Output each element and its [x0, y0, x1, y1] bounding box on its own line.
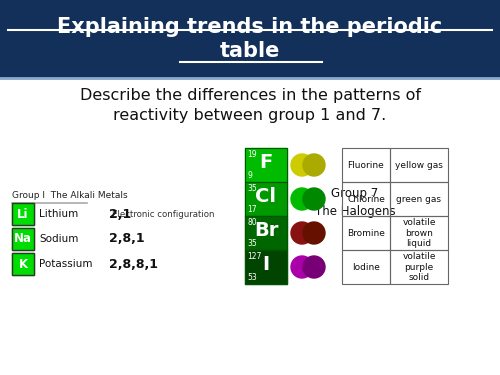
Text: 2,1: 2,1: [109, 207, 131, 220]
Bar: [12, 253, 34, 275]
Text: volatile
brown
liquid: volatile brown liquid: [402, 219, 436, 248]
Bar: [0, 78, 500, 375]
Text: Explaining trends in the periodic
table: Explaining trends in the periodic table: [58, 16, 442, 62]
Circle shape: [303, 154, 325, 176]
Bar: [390, 216, 448, 250]
Bar: [245, 216, 287, 250]
Text: volatile
purple
solid: volatile purple solid: [402, 252, 436, 282]
Bar: [12, 253, 34, 275]
Bar: [342, 148, 390, 182]
Text: 19: 19: [247, 150, 256, 159]
Text: Potassium: Potassium: [39, 259, 92, 269]
Text: Lithium: Lithium: [39, 209, 78, 219]
Text: Fluorine: Fluorine: [348, 160, 385, 170]
Bar: [12, 228, 34, 250]
Bar: [245, 216, 287, 250]
Text: K: K: [18, 258, 28, 270]
Bar: [390, 182, 448, 216]
Text: F: F: [260, 153, 272, 173]
Bar: [245, 148, 287, 182]
Circle shape: [291, 188, 313, 210]
Circle shape: [291, 222, 313, 244]
Text: 2,8,8,1: 2,8,8,1: [109, 258, 158, 270]
Text: 2,8,1: 2,8,1: [109, 232, 144, 246]
Text: Sodium: Sodium: [39, 234, 78, 244]
Bar: [390, 250, 448, 284]
Text: Describe the differences in the patterns of
reactivity between group 1 and 7.: Describe the differences in the patterns…: [80, 88, 420, 123]
Text: 9: 9: [247, 171, 252, 180]
Bar: [342, 250, 390, 284]
Text: 53: 53: [247, 273, 257, 282]
Text: I: I: [262, 255, 270, 274]
Text: Bromine: Bromine: [347, 228, 385, 237]
Text: 35: 35: [247, 239, 257, 248]
Bar: [245, 250, 287, 284]
Text: Iodine: Iodine: [352, 262, 380, 272]
Text: Na: Na: [14, 232, 32, 246]
Circle shape: [291, 154, 313, 176]
Bar: [0, 0, 500, 78]
Text: 35: 35: [247, 184, 257, 193]
Text: 80: 80: [247, 218, 256, 227]
Text: Li: Li: [17, 207, 29, 220]
Bar: [245, 182, 287, 216]
Text: green gas: green gas: [396, 195, 442, 204]
Text: Group I  The Alkali Metals: Group I The Alkali Metals: [12, 191, 128, 200]
Text: Chlorine: Chlorine: [347, 195, 385, 204]
Circle shape: [291, 256, 313, 278]
Circle shape: [303, 222, 325, 244]
Bar: [342, 216, 390, 250]
Bar: [12, 228, 34, 250]
Bar: [245, 182, 287, 216]
Text: Cl: Cl: [256, 188, 276, 207]
Circle shape: [303, 256, 325, 278]
Text: 127: 127: [247, 252, 262, 261]
Text: Group 7
The Halogens: Group 7 The Halogens: [314, 187, 396, 218]
Bar: [12, 203, 34, 225]
Text: yellow gas: yellow gas: [395, 160, 443, 170]
Text: 17: 17: [247, 205, 256, 214]
Circle shape: [303, 188, 325, 210]
Bar: [12, 203, 34, 225]
Text: Electronic configuration: Electronic configuration: [112, 210, 214, 219]
Bar: [342, 182, 390, 216]
Bar: [245, 148, 287, 182]
Bar: [245, 250, 287, 284]
Text: Br: Br: [254, 222, 278, 240]
Bar: [390, 148, 448, 182]
